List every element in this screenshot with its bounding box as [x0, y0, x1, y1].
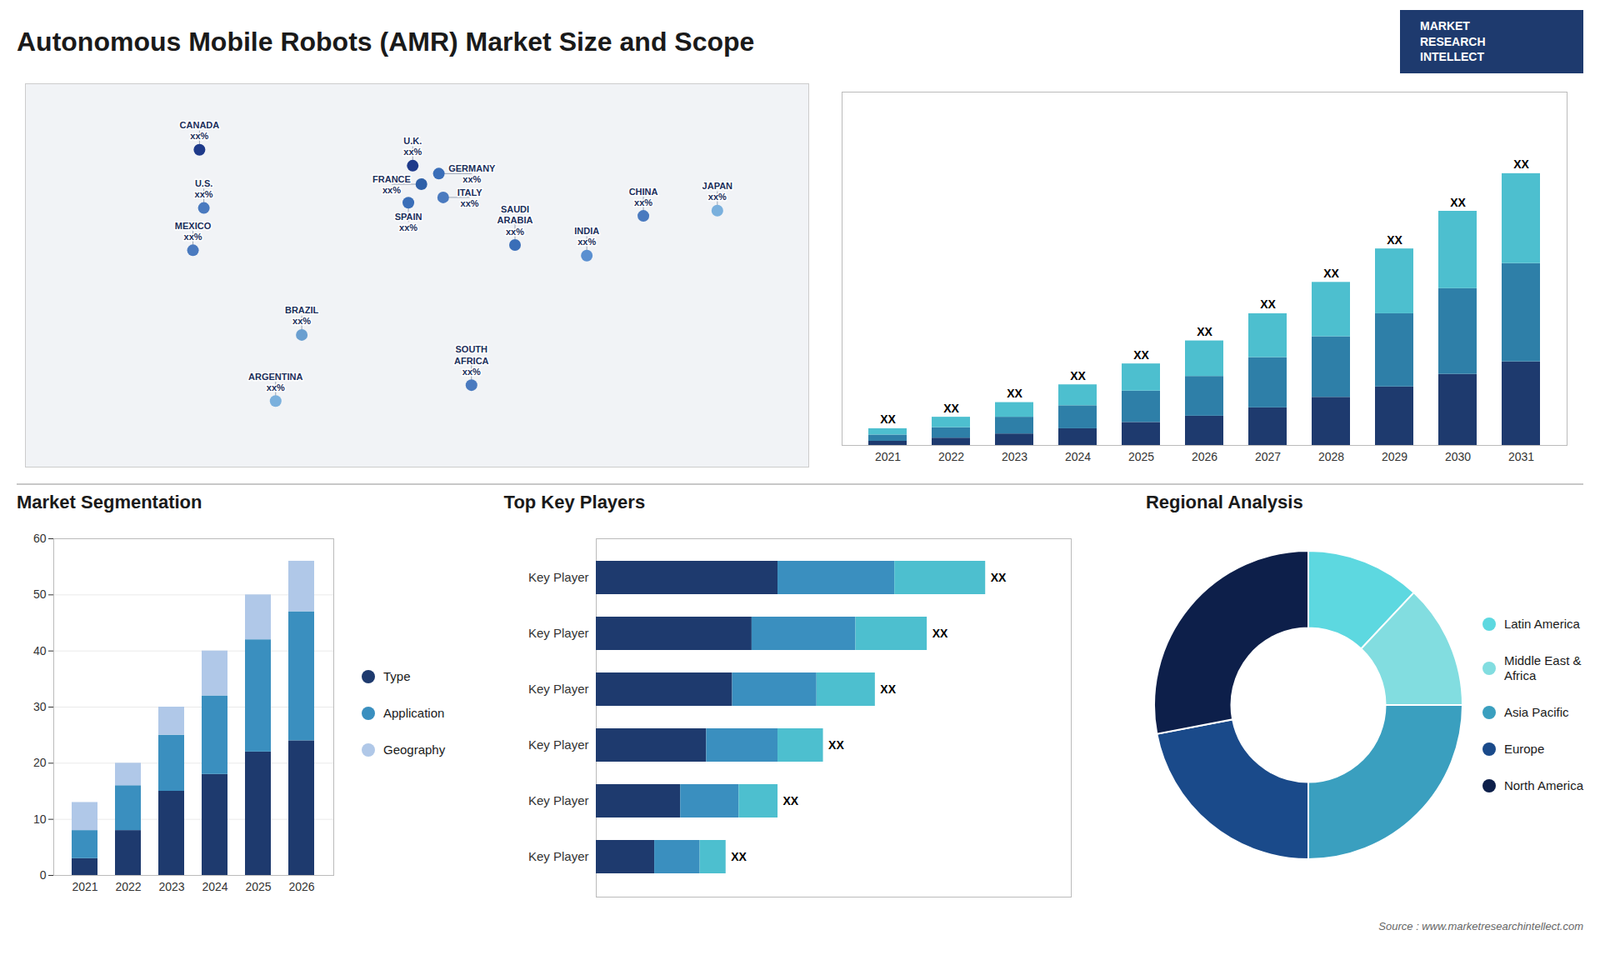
svg-text:XX: XX: [1196, 325, 1213, 339]
svg-text:XX: XX: [828, 738, 845, 752]
svg-text:Key Player: Key Player: [528, 849, 590, 864]
html-text:Europe: Europe: [1504, 741, 1545, 756]
svg-text:CANADAxx%: CANADAxx%: [180, 120, 220, 141]
svg-text:XX: XX: [990, 570, 1006, 585]
svg-text:GERMANYxx%: GERMANYxx%: [448, 163, 496, 185]
html-text:Top Key Players: Top Key Players: [503, 491, 646, 513]
svg-text:2027: 2027: [1255, 450, 1281, 464]
svg-text:JAPANxx%: JAPANxx%: [702, 180, 734, 202]
html-text:Application: Application: [383, 705, 445, 720]
svg-text:2030: 2030: [1445, 450, 1471, 464]
svg-text:XX: XX: [1386, 233, 1403, 247]
svg-text:40: 40: [33, 644, 47, 658]
svg-text:XX: XX: [931, 626, 948, 640]
html-text:MARKET RESEARCH INTELLECT: MARKET RESEARCH INTELLECT: [1420, 18, 1486, 64]
svg-text:Key Player: Key Player: [528, 793, 590, 808]
svg-text:XX: XX: [1513, 157, 1530, 171]
html-text:Middle East & Africa: Middle East & Africa: [1504, 653, 1582, 683]
html-text:Source : www.marketresearchint: Source : www.marketresearchintellect.com: [1378, 920, 1584, 933]
svg-text:2025: 2025: [1128, 450, 1155, 464]
html-text:Type: Type: [383, 669, 411, 684]
svg-text:ARGENTINAxx%: ARGENTINAxx%: [248, 371, 303, 393]
svg-text:SPAINxx%: SPAINxx%: [395, 211, 423, 233]
svg-text:SAUDIARABIAxx%: SAUDIARABIAxx%: [497, 204, 534, 236]
svg-text:MEXICOxx%: MEXICOxx%: [175, 220, 212, 242]
svg-text:XX: XX: [1006, 386, 1023, 400]
svg-text:50: 50: [33, 587, 47, 601]
svg-text:0: 0: [40, 868, 47, 882]
svg-text:Key Player: Key Player: [528, 737, 590, 752]
svg-text:2022: 2022: [115, 880, 141, 894]
svg-text:XX: XX: [730, 850, 747, 864]
svg-text:60: 60: [33, 531, 47, 545]
svg-text:XX: XX: [943, 401, 960, 415]
html-text:Asia Pacific: Asia Pacific: [1504, 705, 1569, 720]
svg-text:INDIAxx%: INDIAxx%: [574, 225, 600, 247]
svg-text:2024: 2024: [201, 880, 228, 894]
svg-text:XX: XX: [880, 412, 896, 426]
svg-text:BRAZILxx%: BRAZILxx%: [285, 305, 320, 326]
svg-text:2026: 2026: [1191, 450, 1218, 464]
svg-text:2021: 2021: [71, 880, 98, 894]
svg-text:2021: 2021: [875, 450, 901, 464]
svg-text:2022: 2022: [938, 450, 965, 464]
html-text:Market Segmentation: Market Segmentation: [16, 491, 203, 513]
svg-text:XX: XX: [1323, 266, 1340, 280]
svg-text:2025: 2025: [245, 880, 271, 894]
svg-text:U.S.xx%: U.S.xx%: [195, 178, 214, 200]
svg-text:2029: 2029: [1381, 450, 1408, 464]
svg-text:SOUTHAFRICAxx%: SOUTHAFRICAxx%: [454, 344, 490, 376]
svg-text:XX: XX: [1133, 348, 1150, 362]
svg-text:2031: 2031: [1508, 450, 1535, 464]
svg-text:10: 10: [33, 812, 47, 826]
svg-text:2023: 2023: [158, 880, 185, 894]
html-text:North America: North America: [1504, 778, 1584, 793]
html-text:Regional Analysis: Regional Analysis: [1145, 491, 1303, 513]
svg-text:XX: XX: [880, 682, 896, 696]
html-text:Latin America: Latin America: [1504, 616, 1580, 631]
svg-text:Key Player: Key Player: [528, 681, 590, 696]
svg-text:U.K.xx%: U.K.xx%: [403, 135, 422, 157]
svg-text:FRANCExx%: FRANCExx%: [372, 174, 411, 195]
svg-text:2023: 2023: [1001, 450, 1028, 464]
svg-text:CHINAxx%: CHINAxx%: [629, 186, 659, 208]
svg-text:2024: 2024: [1065, 450, 1091, 464]
svg-text:Key Player: Key Player: [528, 625, 590, 640]
svg-text:XX: XX: [1450, 195, 1466, 210]
svg-text:XX: XX: [1260, 297, 1276, 311]
svg-text:XX: XX: [1070, 369, 1086, 383]
html-text:Autonomous Mobile Robots (AMR): Autonomous Mobile Robots (AMR) Market Si…: [16, 26, 755, 57]
svg-text:2026: 2026: [288, 880, 315, 894]
svg-text:Key Player: Key Player: [528, 570, 590, 585]
svg-text:ITALYxx%: ITALYxx%: [457, 187, 484, 209]
svg-text:XX: XX: [782, 794, 799, 808]
svg-text:20: 20: [33, 755, 47, 770]
svg-text:2028: 2028: [1318, 450, 1345, 464]
svg-text:30: 30: [33, 700, 47, 714]
html-text:Geography: Geography: [383, 742, 446, 757]
